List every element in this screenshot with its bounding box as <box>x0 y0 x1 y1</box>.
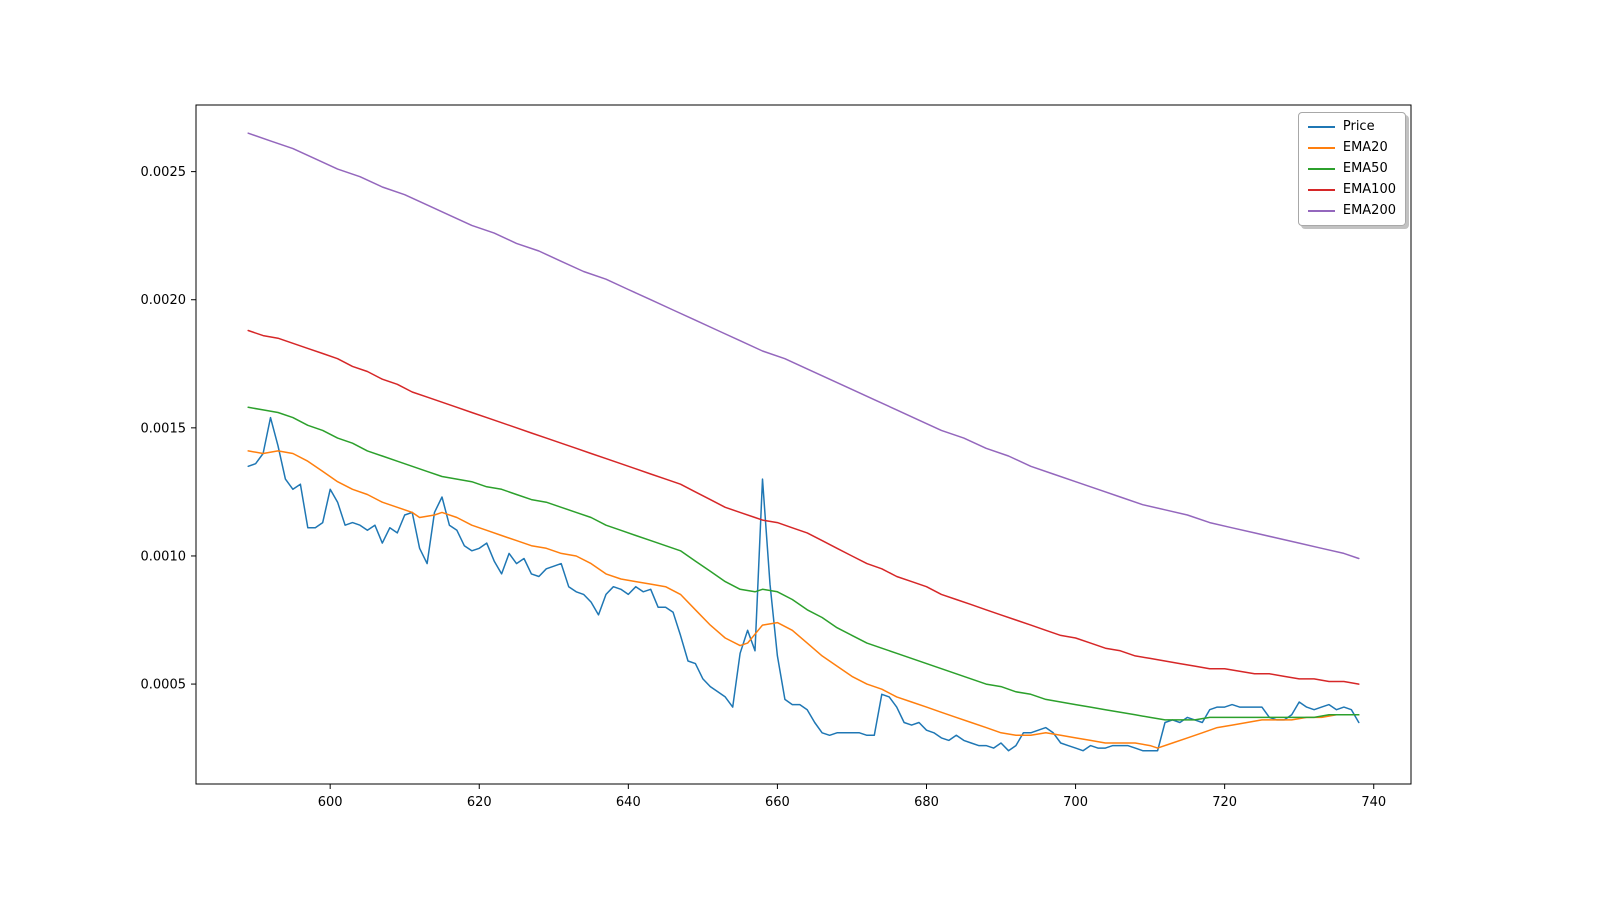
series-line-ema20 <box>247 450 1360 749</box>
x-tick-label: 720 <box>1212 795 1237 810</box>
y-tick-label: 0.0005 <box>141 678 187 693</box>
legend-item-price: Price <box>1307 119 1396 135</box>
legend-line-swatch-ema20 <box>1307 147 1335 149</box>
legend-item-ema20: EMA20 <box>1307 140 1396 156</box>
legend-label-ema20: EMA20 <box>1342 140 1388 155</box>
axes-spines <box>195 104 1412 785</box>
y-tick-label: 0.0025 <box>141 165 187 180</box>
series-line-ema200 <box>247 132 1360 560</box>
legend-label-ema200: EMA200 <box>1342 203 1396 218</box>
legend-line-swatch-ema50 <box>1307 168 1335 170</box>
x-tick-label: 600 <box>318 795 343 810</box>
legend-item-ema200: EMA200 <box>1307 203 1396 219</box>
legend: Price EMA20 EMA50 EMA100 EMA200 <box>1297 112 1406 226</box>
y-tick-label: 0.0015 <box>141 421 187 436</box>
series-line-ema50 <box>247 406 1360 721</box>
legend-item-ema100: EMA100 <box>1307 182 1396 198</box>
y-tick-label: 0.0020 <box>141 293 187 308</box>
legend-line-swatch-ema200 <box>1307 210 1335 212</box>
series-line-ema100 <box>247 329 1360 685</box>
legend-label-price: Price <box>1342 119 1375 134</box>
x-tick-label: 680 <box>914 795 939 810</box>
legend-line-swatch-ema100 <box>1307 189 1335 191</box>
y-tick-label: 0.0010 <box>141 549 187 564</box>
legend-label-ema50: EMA50 <box>1342 161 1388 176</box>
x-tick-label: 660 <box>765 795 790 810</box>
x-tick-label: 640 <box>616 795 641 810</box>
legend-item-ema50: EMA50 <box>1307 161 1396 177</box>
legend-label-ema100: EMA100 <box>1342 182 1396 197</box>
x-tick-label: 740 <box>1361 795 1386 810</box>
x-tick-label: 620 <box>467 795 492 810</box>
x-tick-label: 700 <box>1063 795 1088 810</box>
legend-line-swatch-price <box>1307 126 1335 128</box>
